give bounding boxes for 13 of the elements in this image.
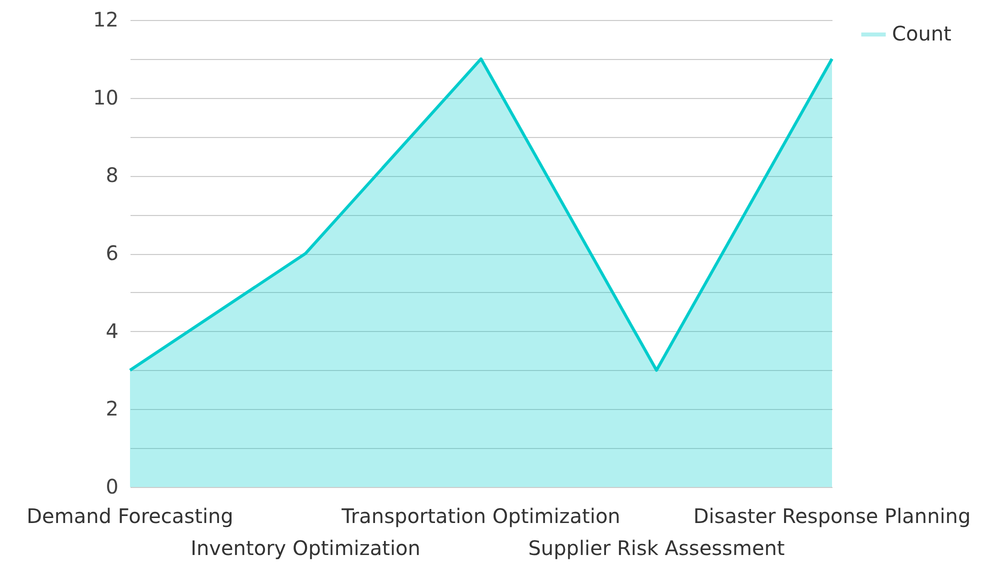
y-tick-label: 2	[106, 396, 118, 421]
y-tick-label: 4	[106, 318, 118, 343]
x-tick-label: Demand Forecasting	[26, 504, 234, 528]
y-tick-label: 8	[106, 163, 118, 188]
legend-label: Count	[892, 22, 952, 46]
x-tick-label: Disaster Response Planning	[693, 504, 971, 528]
y-tick-label: 12	[93, 8, 118, 32]
y-tick-label: 0	[106, 474, 118, 498]
y-tick-label: 6	[106, 241, 118, 265]
x-tick-label: Supplier Risk Assessment	[528, 536, 785, 560]
x-tick-label: Transportation Optimization	[340, 504, 620, 528]
x-tick-label: Inventory Optimization	[190, 536, 420, 560]
y-tick-label: 10	[93, 85, 118, 110]
